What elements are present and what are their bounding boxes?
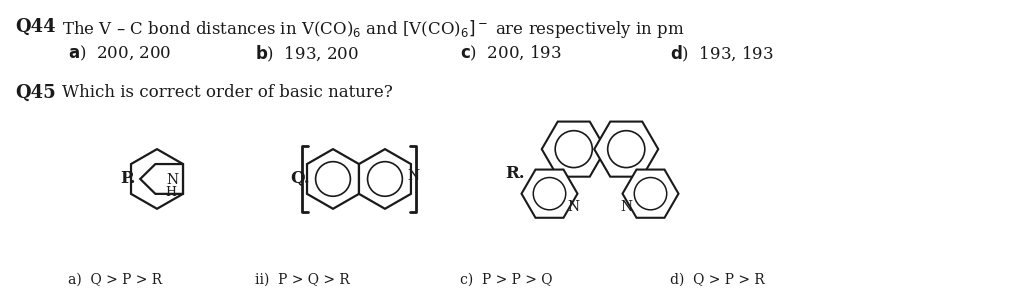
Text: N: N	[567, 200, 580, 214]
Text: N: N	[407, 169, 419, 183]
Text: P.: P.	[120, 171, 135, 187]
Text: Q45: Q45	[15, 84, 55, 102]
Polygon shape	[359, 149, 411, 209]
Text: The V – C bond distances in V(CO)$_6$ and [V(CO)$_6]^-$ are respectively in pm: The V – C bond distances in V(CO)$_6$ an…	[62, 18, 685, 40]
Text: N: N	[621, 200, 633, 214]
Text: N: N	[166, 173, 178, 187]
Text: ii)  P > Q > R: ii) P > Q > R	[255, 272, 350, 287]
Polygon shape	[307, 149, 359, 209]
Text: $\mathbf{d}$)  193, 193: $\mathbf{d}$) 193, 193	[670, 44, 774, 64]
Text: Which is correct order of basic nature?: Which is correct order of basic nature?	[62, 84, 393, 101]
Polygon shape	[594, 122, 658, 177]
Text: Q44: Q44	[15, 18, 55, 36]
Text: R.: R.	[505, 166, 524, 182]
Polygon shape	[623, 170, 679, 218]
Text: d)  Q > P > R: d) Q > P > R	[670, 272, 765, 287]
Polygon shape	[140, 164, 183, 194]
Text: a)  Q > P > R: a) Q > P > R	[68, 272, 162, 287]
Text: $\mathbf{c}$)  200, 193: $\mathbf{c}$) 200, 193	[460, 44, 562, 63]
Text: Q.: Q.	[290, 171, 309, 187]
Polygon shape	[521, 170, 578, 218]
Text: H: H	[166, 186, 177, 199]
Text: $\mathbf{b}$)  193, 200: $\mathbf{b}$) 193, 200	[255, 44, 358, 64]
Polygon shape	[542, 122, 606, 177]
Text: $\mathbf{a}$)  200, 200: $\mathbf{a}$) 200, 200	[68, 44, 171, 63]
Text: c)  P > P > Q: c) P > P > Q	[460, 272, 553, 287]
Polygon shape	[131, 149, 183, 209]
